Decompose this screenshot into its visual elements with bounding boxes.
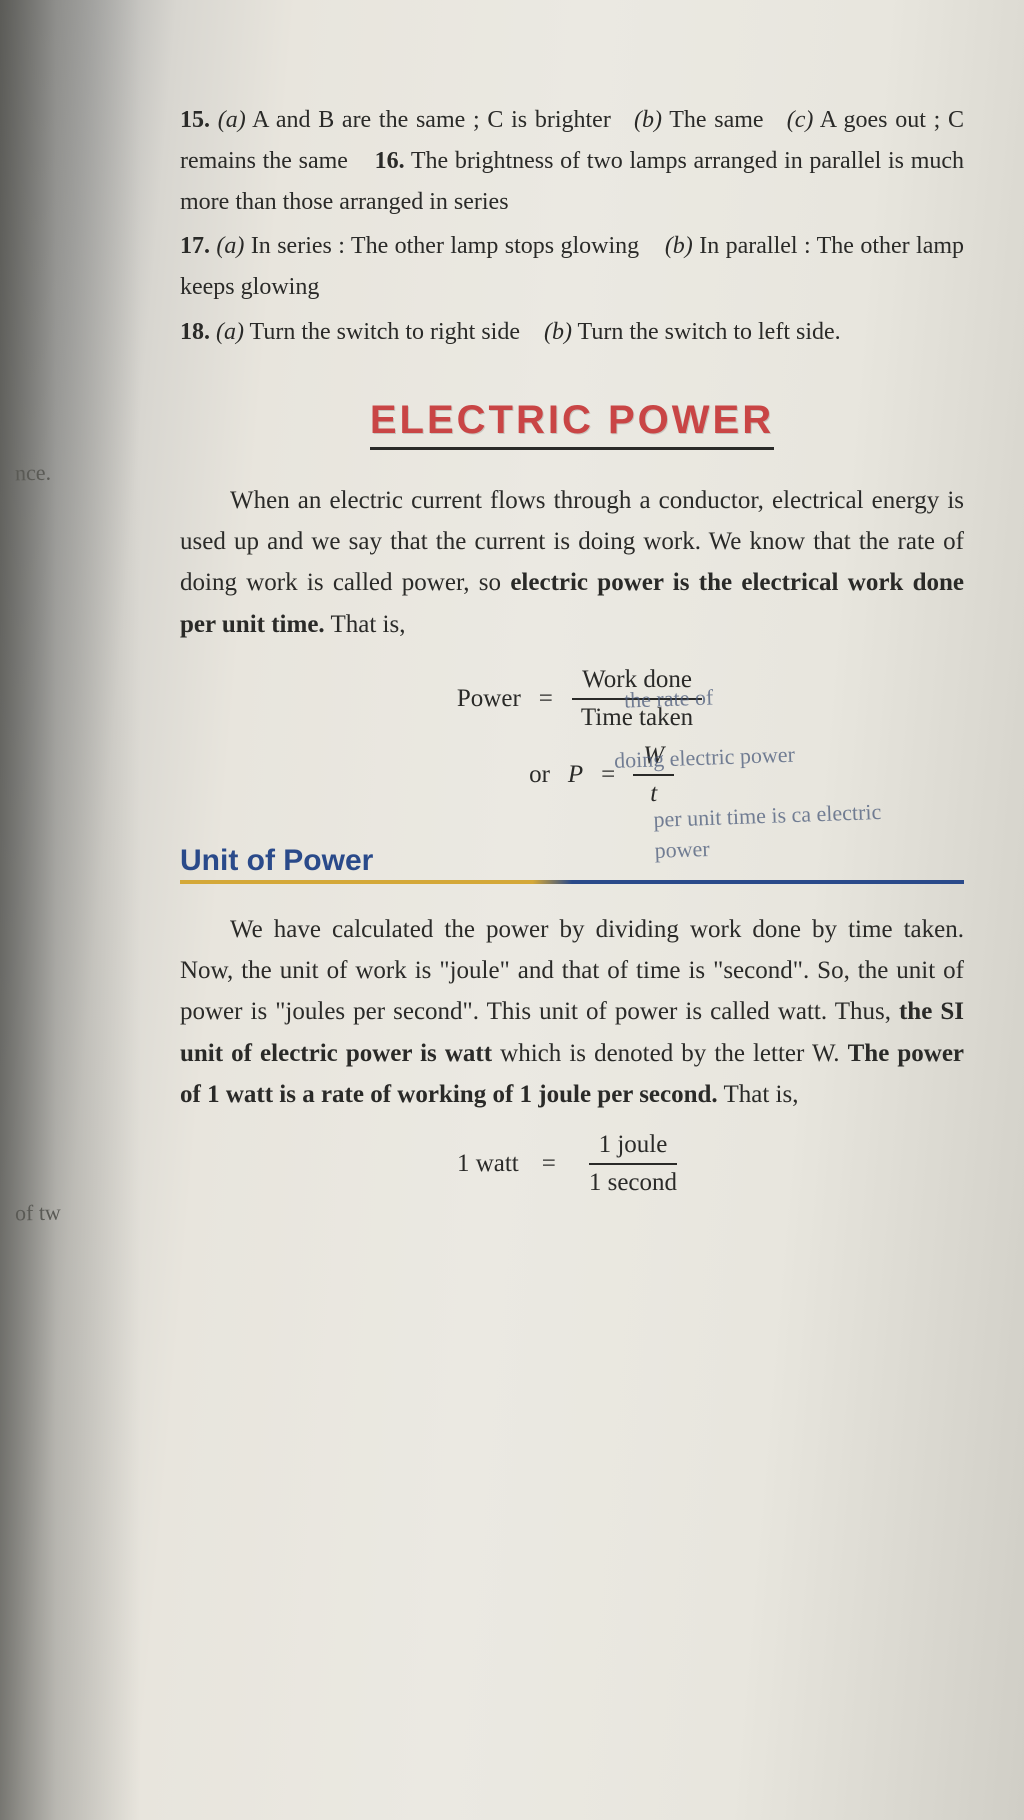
q17-opt-b-label: (b) (665, 233, 693, 259)
numerator-1-joule: 1 joule (589, 1130, 678, 1165)
watt-formula-row: 1 watt = 1 joule 1 second (180, 1130, 964, 1198)
para2-text1: We have calculated the power by dividing… (180, 916, 964, 1026)
q18-opt-b-label: (b) (544, 319, 572, 345)
eq-sign-2: = (601, 747, 615, 802)
q15-opt-a-text: A and B are the same ; C is brighter (246, 107, 611, 133)
q18-number: 18. (180, 319, 210, 345)
P-symbol: P (568, 747, 583, 802)
answer-17: 17. (a) In series : The other lamp stops… (180, 226, 964, 308)
section-title: ELECTRIC POWER (370, 398, 774, 450)
para2-text2: which is denoted by the letter W. (492, 1040, 848, 1067)
q15-number: 15. (180, 107, 210, 133)
watt-formula: 1 watt = 1 joule 1 second (180, 1130, 964, 1198)
margin-fragment-nce: nce. (15, 460, 51, 487)
fraction-symbols: W t (633, 741, 674, 809)
subheading-wrap: Unit of Power (180, 844, 964, 884)
para2-text3: That is, (718, 1081, 799, 1108)
denominator-1-second: 1 second (579, 1165, 687, 1198)
numerator-work-done: Work done (572, 665, 702, 700)
fraction-words: Work done Time taken (571, 665, 703, 733)
one-watt-label: 1 watt (457, 1150, 519, 1178)
q18-opt-a-text: Turn the switch to right side (244, 319, 520, 345)
margin-fragment-oftw: of tw (15, 1200, 61, 1227)
answer-18: 18. (a) Turn the switch to right side (b… (180, 312, 964, 353)
q15-opt-b-text: The same (662, 107, 764, 133)
power-label: Power (441, 671, 521, 726)
or-label: or (470, 747, 550, 802)
answer-15-16: 15. (a) A and B are the same ; C is brig… (180, 100, 964, 222)
q15-opt-b-label: (b) (634, 107, 662, 133)
denominator-t: t (640, 776, 667, 809)
subheading-unit-of-power: Unit of Power (180, 844, 393, 878)
intro-paragraph: When an electric current flows through a… (180, 480, 964, 645)
section-title-wrap: ELECTRIC POWER (180, 398, 964, 450)
numerator-W: W (633, 741, 674, 776)
para1-text2: That is, (325, 611, 406, 638)
q16-number: 16. (375, 148, 405, 174)
subheading-rule (180, 880, 964, 884)
q17-number: 17. (180, 233, 210, 259)
eq-sign-1: = (539, 671, 553, 726)
q17-opt-a-text: In series : The other lamp stops glowing (244, 233, 639, 259)
formula-row-words: Power = Work done Time taken (180, 665, 964, 733)
q17-opt-a-label: (a) (216, 233, 244, 259)
eq-sign-3: = (542, 1150, 556, 1178)
denominator-time-taken: Time taken (571, 700, 703, 733)
q15-opt-c-label: (c) (787, 107, 814, 133)
unit-paragraph: We have calculated the power by dividing… (180, 909, 964, 1115)
page-content: 15. (a) A and B are the same ; C is brig… (0, 0, 1024, 1273)
q18-opt-a-label: (a) (216, 319, 244, 345)
q18-opt-b-text: Turn the switch to left side. (572, 319, 841, 345)
power-formula-block: Power = Work done Time taken or P = W t (180, 665, 964, 809)
formula-row-symbols: or P = W t (180, 741, 964, 809)
fraction-watt: 1 joule 1 second (579, 1130, 687, 1198)
q15-opt-a-label: (a) (218, 107, 246, 133)
